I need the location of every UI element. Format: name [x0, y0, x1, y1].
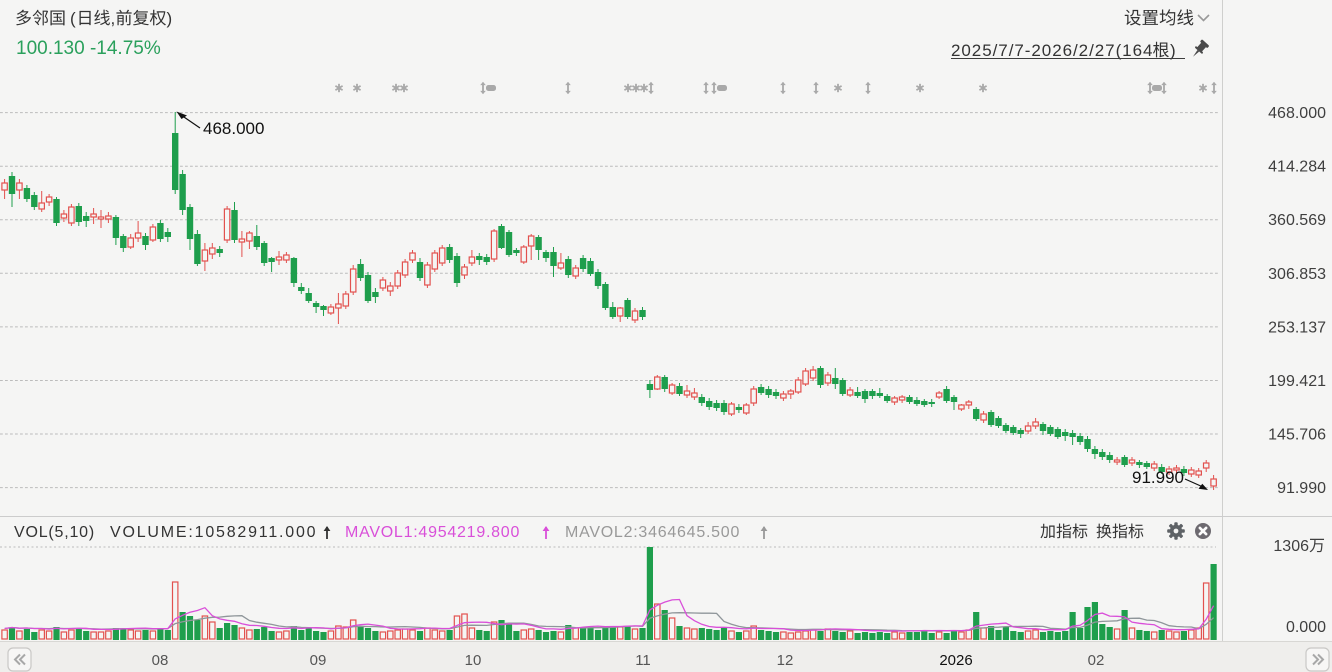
svg-text:468.000: 468.000 [1268, 105, 1326, 122]
svg-text:(: ( [70, 9, 76, 28]
svg-text:306.853: 306.853 [1268, 266, 1326, 283]
svg-text:10: 10 [465, 652, 482, 669]
svg-text:91.990: 91.990 [1132, 468, 1184, 487]
svg-text:08: 08 [152, 652, 169, 669]
svg-text:468.000: 468.000 [203, 119, 264, 138]
svg-text:VOLUME:10582911.000: VOLUME:10582911.000 [110, 524, 317, 541]
svg-text:11: 11 [635, 652, 651, 669]
svg-text:02: 02 [1088, 652, 1105, 669]
svg-text:360.569: 360.569 [1268, 212, 1326, 229]
svg-text:1306: 1306 [1273, 538, 1309, 555]
svg-text:0.000: 0.000 [1286, 619, 1326, 636]
svg-text:): ) [167, 9, 173, 28]
svg-text:): ) [1170, 41, 1176, 60]
svg-text:199.421: 199.421 [1268, 373, 1326, 390]
svg-text:100.130 -14.75%: 100.130 -14.75% [16, 38, 161, 59]
svg-text:91.990: 91.990 [1277, 480, 1326, 497]
svg-text:2025/7/7-2026/2/27(164: 2025/7/7-2026/2/27(164 [951, 41, 1153, 60]
svg-text:2026: 2026 [939, 652, 972, 669]
svg-text:MAVOL2:3464645.500: MAVOL2:3464645.500 [565, 524, 740, 541]
svg-text:VOL(5,10): VOL(5,10) [14, 524, 95, 541]
svg-text:145.706: 145.706 [1268, 427, 1326, 444]
svg-text:MAVOL1:4954219.800: MAVOL1:4954219.800 [345, 524, 520, 541]
svg-text:414.284: 414.284 [1268, 159, 1326, 176]
svg-text:09: 09 [310, 652, 327, 669]
svg-text:253.137: 253.137 [1268, 319, 1326, 336]
svg-text:,: , [111, 9, 116, 28]
svg-text:12: 12 [777, 652, 794, 669]
